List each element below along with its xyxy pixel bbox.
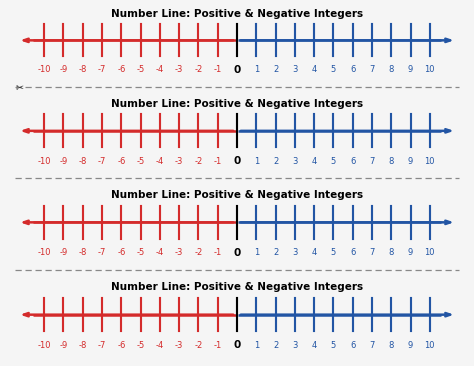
- Text: -10: -10: [37, 157, 51, 165]
- Text: -8: -8: [79, 66, 87, 74]
- Text: -2: -2: [194, 248, 202, 257]
- Text: 5: 5: [331, 248, 336, 257]
- Text: 1: 1: [254, 157, 259, 165]
- Text: 5: 5: [331, 157, 336, 165]
- Text: Number Line: Positive & Negative Integers: Number Line: Positive & Negative Integer…: [111, 190, 363, 200]
- Text: 1: 1: [254, 248, 259, 257]
- Text: -9: -9: [59, 66, 68, 74]
- Text: 1: 1: [254, 66, 259, 74]
- Text: -6: -6: [117, 66, 126, 74]
- Text: 7: 7: [369, 248, 374, 257]
- Text: -4: -4: [156, 248, 164, 257]
- Text: -2: -2: [194, 157, 202, 165]
- Text: -8: -8: [79, 157, 87, 165]
- Text: 9: 9: [408, 341, 413, 350]
- Text: 4: 4: [311, 66, 317, 74]
- Text: -1: -1: [214, 66, 222, 74]
- Text: -3: -3: [175, 248, 183, 257]
- Text: -10: -10: [37, 248, 51, 257]
- Text: 2: 2: [273, 341, 278, 350]
- Text: 2: 2: [273, 66, 278, 74]
- Text: 1: 1: [254, 341, 259, 350]
- Text: -6: -6: [117, 341, 126, 350]
- Text: -4: -4: [156, 157, 164, 165]
- Text: 9: 9: [408, 248, 413, 257]
- Text: 6: 6: [350, 248, 356, 257]
- Text: -1: -1: [214, 341, 222, 350]
- Text: 9: 9: [408, 157, 413, 165]
- Text: -6: -6: [117, 157, 126, 165]
- Text: 0: 0: [233, 65, 241, 75]
- Text: 9: 9: [408, 66, 413, 74]
- Text: -10: -10: [37, 66, 51, 74]
- Text: -7: -7: [98, 157, 106, 165]
- Text: 6: 6: [350, 157, 356, 165]
- Text: -2: -2: [194, 341, 202, 350]
- Text: -5: -5: [137, 66, 145, 74]
- Text: -1: -1: [214, 157, 222, 165]
- Text: 3: 3: [292, 341, 298, 350]
- Text: -8: -8: [79, 248, 87, 257]
- Text: 4: 4: [311, 341, 317, 350]
- Text: 0: 0: [233, 156, 241, 166]
- Text: 10: 10: [425, 157, 435, 165]
- Text: 4: 4: [311, 157, 317, 165]
- Text: 4: 4: [311, 248, 317, 257]
- Text: 10: 10: [425, 66, 435, 74]
- Text: 3: 3: [292, 66, 298, 74]
- Text: -4: -4: [156, 341, 164, 350]
- Text: -3: -3: [175, 66, 183, 74]
- Text: 8: 8: [389, 341, 394, 350]
- Text: -1: -1: [214, 248, 222, 257]
- Text: 5: 5: [331, 66, 336, 74]
- Text: 5: 5: [331, 341, 336, 350]
- Text: 8: 8: [389, 66, 394, 74]
- Text: 0: 0: [233, 340, 241, 351]
- Text: 7: 7: [369, 157, 374, 165]
- Text: -7: -7: [98, 341, 106, 350]
- Text: -8: -8: [79, 341, 87, 350]
- Text: Number Line: Positive & Negative Integers: Number Line: Positive & Negative Integer…: [111, 282, 363, 292]
- Text: -3: -3: [175, 157, 183, 165]
- Text: -9: -9: [59, 157, 68, 165]
- Text: -7: -7: [98, 66, 106, 74]
- Text: ✂: ✂: [15, 82, 23, 92]
- Text: 7: 7: [369, 66, 374, 74]
- Text: -5: -5: [137, 341, 145, 350]
- Text: -9: -9: [59, 248, 68, 257]
- Text: 2: 2: [273, 248, 278, 257]
- Text: 10: 10: [425, 341, 435, 350]
- Text: -3: -3: [175, 341, 183, 350]
- Text: -2: -2: [194, 66, 202, 74]
- Text: Number Line: Positive & Negative Integers: Number Line: Positive & Negative Integer…: [111, 99, 363, 109]
- Text: 8: 8: [389, 248, 394, 257]
- Text: -7: -7: [98, 248, 106, 257]
- Text: 6: 6: [350, 341, 356, 350]
- Text: -9: -9: [59, 341, 68, 350]
- Text: 8: 8: [389, 157, 394, 165]
- Text: 6: 6: [350, 66, 356, 74]
- Text: -6: -6: [117, 248, 126, 257]
- Text: 3: 3: [292, 248, 298, 257]
- Text: 3: 3: [292, 157, 298, 165]
- Text: 0: 0: [233, 247, 241, 258]
- Text: 7: 7: [369, 341, 374, 350]
- Text: -4: -4: [156, 66, 164, 74]
- Text: -10: -10: [37, 341, 51, 350]
- Text: -5: -5: [137, 248, 145, 257]
- Text: 10: 10: [425, 248, 435, 257]
- Text: Number Line: Positive & Negative Integers: Number Line: Positive & Negative Integer…: [111, 9, 363, 19]
- Text: -5: -5: [137, 157, 145, 165]
- Text: 2: 2: [273, 157, 278, 165]
